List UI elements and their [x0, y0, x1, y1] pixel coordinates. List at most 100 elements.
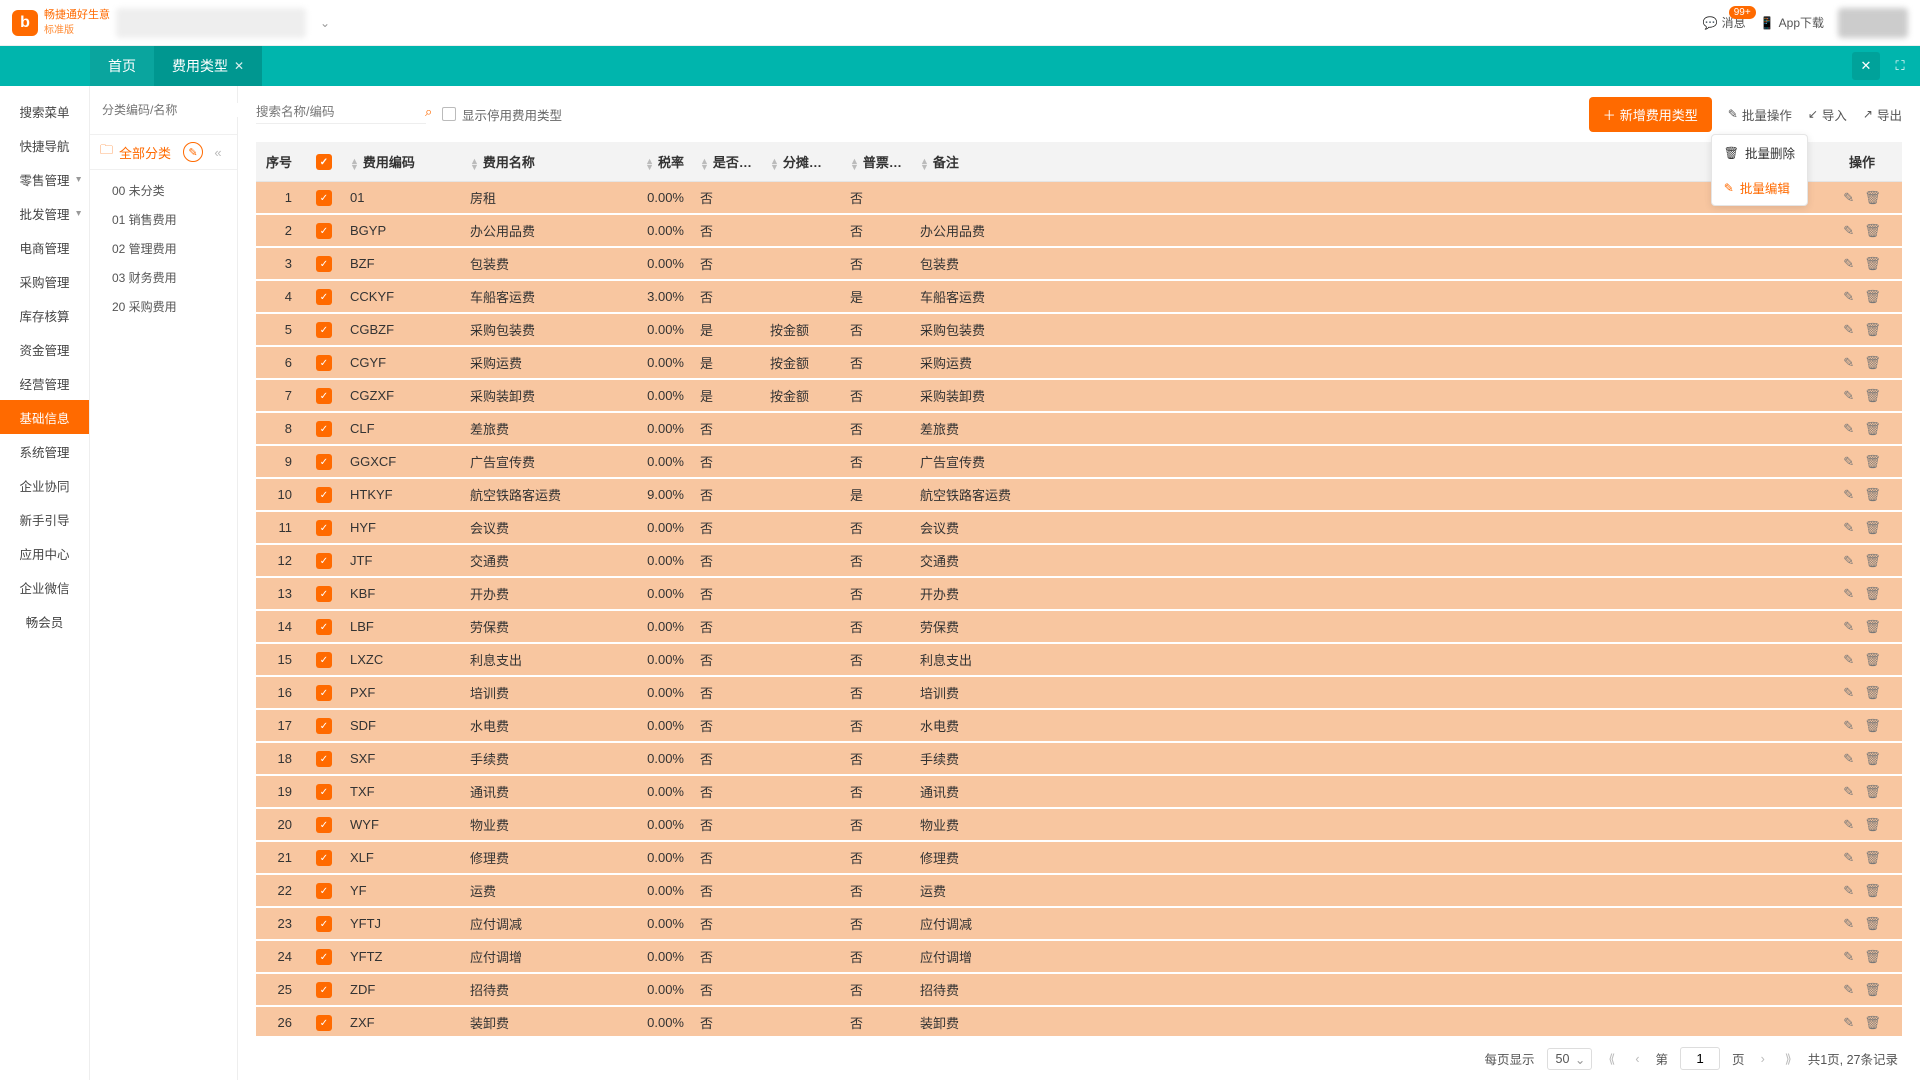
- tabbar-close-button[interactable]: ✕: [1852, 52, 1880, 80]
- sidebar-item[interactable]: 应用中心: [0, 536, 89, 570]
- avatar-blurred[interactable]: [1838, 8, 1908, 38]
- row-edit-icon[interactable]: ✎: [1843, 223, 1854, 239]
- row-delete-icon[interactable]: 🗑: [1864, 586, 1881, 602]
- row-delete-icon[interactable]: 🗑: [1864, 256, 1881, 272]
- row-edit-icon[interactable]: ✎: [1843, 817, 1854, 833]
- sidebar-item[interactable]: 电商管理: [0, 230, 89, 264]
- fullscreen-icon[interactable]: ⛶: [1886, 52, 1914, 80]
- cell-checkbox[interactable]: ✓: [306, 973, 342, 1006]
- cell-checkbox[interactable]: ✓: [306, 676, 342, 709]
- row-edit-icon[interactable]: ✎: [1843, 487, 1854, 503]
- sidebar-item[interactable]: 经营管理: [0, 366, 89, 400]
- pager-last-icon[interactable]: ⟫: [1781, 1051, 1796, 1066]
- table-row[interactable]: 25✓ZDF招待费0.00%否否招待费✎🗑: [256, 973, 1902, 1006]
- row-delete-icon[interactable]: 🗑: [1864, 388, 1881, 404]
- col-code[interactable]: ▲▼费用编码: [342, 142, 462, 182]
- row-delete-icon[interactable]: 🗑: [1864, 619, 1881, 635]
- sidebar-item[interactable]: 企业微信: [0, 570, 89, 604]
- row-edit-icon[interactable]: ✎: [1843, 289, 1854, 305]
- table-row[interactable]: 8✓CLF差旅费0.00%否否差旅费✎🗑: [256, 412, 1902, 445]
- show-disabled-checkbox[interactable]: 显示停用费用类型: [442, 105, 562, 124]
- sidebar-item[interactable]: 资金管理: [0, 332, 89, 366]
- table-row[interactable]: 5✓CGBZF采购包装费0.00%是按金额否采购包装费✎🗑: [256, 313, 1902, 346]
- row-delete-icon[interactable]: 🗑: [1864, 850, 1881, 866]
- row-edit-icon[interactable]: ✎: [1843, 652, 1854, 668]
- row-edit-icon[interactable]: ✎: [1843, 718, 1854, 734]
- app-download-link[interactable]: 📱 App下载: [1760, 14, 1824, 31]
- table-row[interactable]: 16✓PXF培训费0.00%否否培训费✎🗑: [256, 676, 1902, 709]
- row-edit-icon[interactable]: ✎: [1843, 586, 1854, 602]
- sidebar-item[interactable]: 畅会员: [0, 604, 89, 638]
- pager-prev-icon[interactable]: ‹: [1631, 1052, 1643, 1066]
- cell-checkbox[interactable]: ✓: [306, 346, 342, 379]
- row-edit-icon[interactable]: ✎: [1843, 190, 1854, 206]
- row-delete-icon[interactable]: 🗑: [1864, 817, 1881, 833]
- batch-ops-button[interactable]: ✎ 批量操作: [1728, 105, 1792, 124]
- table-row[interactable]: 13✓KBF开办费0.00%否否开办费✎🗑: [256, 577, 1902, 610]
- batch-delete-item[interactable]: 🗑 批量删除: [1712, 135, 1807, 170]
- cell-checkbox[interactable]: ✓: [306, 742, 342, 775]
- sidebar-item[interactable]: 基础信息: [0, 400, 89, 434]
- tab-fee-type[interactable]: 费用类型 ✕: [154, 46, 262, 86]
- col-note[interactable]: ▲▼备注: [912, 142, 1822, 182]
- sidebar-item[interactable]: 快捷导航: [0, 128, 89, 162]
- cell-checkbox[interactable]: ✓: [306, 907, 342, 940]
- row-delete-icon[interactable]: 🗑: [1864, 949, 1881, 965]
- row-edit-icon[interactable]: ✎: [1843, 355, 1854, 371]
- row-edit-icon[interactable]: ✎: [1843, 982, 1854, 998]
- cell-checkbox[interactable]: ✓: [306, 214, 342, 247]
- category-item[interactable]: 00 未分类: [90, 176, 237, 205]
- row-edit-icon[interactable]: ✎: [1843, 256, 1854, 272]
- row-delete-icon[interactable]: 🗑: [1864, 454, 1881, 470]
- chevron-down-icon[interactable]: ⌄: [320, 16, 330, 30]
- cell-checkbox[interactable]: ✓: [306, 247, 342, 280]
- row-edit-icon[interactable]: ✎: [1843, 619, 1854, 635]
- col-is1[interactable]: ▲▼是否…: [692, 142, 762, 182]
- row-delete-icon[interactable]: 🗑: [1864, 652, 1881, 668]
- row-edit-icon[interactable]: ✎: [1843, 322, 1854, 338]
- row-delete-icon[interactable]: 🗑: [1864, 784, 1881, 800]
- table-row[interactable]: 22✓YF运费0.00%否否运费✎🗑: [256, 874, 1902, 907]
- sidebar-item[interactable]: 零售管理: [0, 162, 89, 196]
- row-delete-icon[interactable]: 🗑: [1864, 916, 1881, 932]
- add-fee-type-button[interactable]: ＋ 新增费用类型: [1589, 97, 1712, 132]
- row-edit-icon[interactable]: ✎: [1843, 1015, 1854, 1031]
- table-row[interactable]: 4✓CCKYF车船客运费3.00%否是车船客运费✎🗑: [256, 280, 1902, 313]
- sidebar-item[interactable]: 批发管理: [0, 196, 89, 230]
- category-item[interactable]: 20 采购费用: [90, 292, 237, 321]
- row-delete-icon[interactable]: 🗑: [1864, 1015, 1881, 1031]
- import-button[interactable]: ↙ 导入: [1808, 105, 1847, 124]
- sidebar-item[interactable]: 搜索菜单: [0, 94, 89, 128]
- row-delete-icon[interactable]: 🗑: [1864, 421, 1881, 437]
- row-delete-icon[interactable]: 🗑: [1864, 190, 1881, 206]
- row-edit-icon[interactable]: ✎: [1843, 685, 1854, 701]
- table-row[interactable]: 23✓YFTJ应付调减0.00%否否应付调减✎🗑: [256, 907, 1902, 940]
- batch-edit-item[interactable]: ✎ 批量编辑: [1712, 170, 1807, 205]
- cell-checkbox[interactable]: ✓: [306, 280, 342, 313]
- row-delete-icon[interactable]: 🗑: [1864, 520, 1881, 536]
- search-icon[interactable]: ⌕: [425, 104, 432, 120]
- row-edit-icon[interactable]: ✎: [1843, 553, 1854, 569]
- cell-checkbox[interactable]: ✓: [306, 775, 342, 808]
- table-row[interactable]: 20✓WYF物业费0.00%否否物业费✎🗑: [256, 808, 1902, 841]
- tab-home[interactable]: 首页: [90, 46, 154, 86]
- table-row[interactable]: 24✓YFTZ应付调增0.00%否否应付调增✎🗑: [256, 940, 1902, 973]
- row-delete-icon[interactable]: 🗑: [1864, 322, 1881, 338]
- table-row[interactable]: 12✓JTF交通费0.00%否否交通费✎🗑: [256, 544, 1902, 577]
- cell-checkbox[interactable]: ✓: [306, 808, 342, 841]
- row-delete-icon[interactable]: 🗑: [1864, 751, 1881, 767]
- table-row[interactable]: 19✓TXF通讯费0.00%否否通讯费✎🗑: [256, 775, 1902, 808]
- table-row[interactable]: 11✓HYF会议费0.00%否否会议费✎🗑: [256, 511, 1902, 544]
- cell-checkbox[interactable]: ✓: [306, 478, 342, 511]
- row-delete-icon[interactable]: 🗑: [1864, 289, 1881, 305]
- row-delete-icon[interactable]: 🗑: [1864, 718, 1881, 734]
- collapse-panel-icon[interactable]: «: [209, 145, 227, 160]
- category-item[interactable]: 03 财务费用: [90, 263, 237, 292]
- category-item[interactable]: 01 销售费用: [90, 205, 237, 234]
- table-row[interactable]: 2✓BGYP办公用品费0.00%否否办公用品费✎🗑: [256, 214, 1902, 247]
- export-button[interactable]: ↗ 导出: [1863, 105, 1902, 124]
- row-edit-icon[interactable]: ✎: [1843, 850, 1854, 866]
- cell-checkbox[interactable]: ✓: [306, 511, 342, 544]
- row-edit-icon[interactable]: ✎: [1843, 520, 1854, 536]
- sidebar-item[interactable]: 企业协同: [0, 468, 89, 502]
